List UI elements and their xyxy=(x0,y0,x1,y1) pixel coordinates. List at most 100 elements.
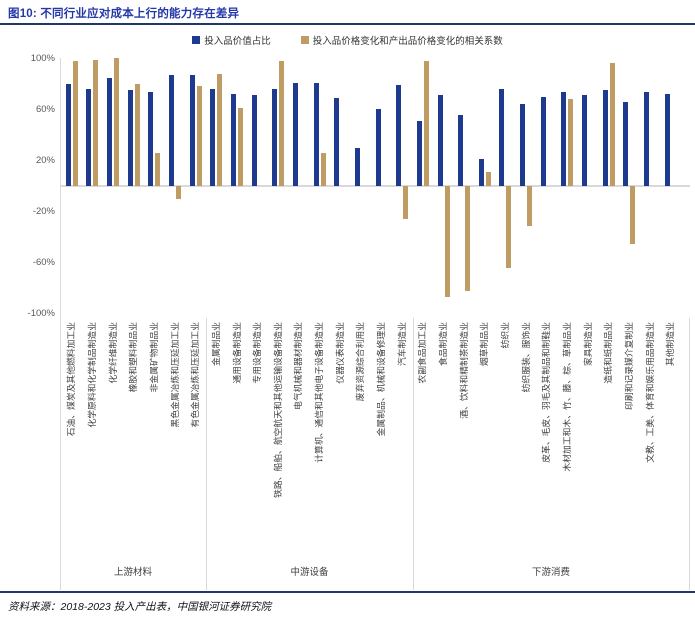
category-label: 印刷和记录媒介复制业 xyxy=(623,322,634,410)
bar-value-share xyxy=(623,101,629,186)
category-label: 金属制品业 xyxy=(210,322,221,366)
category-label: 汽车制造业 xyxy=(396,322,407,366)
category-label: 家具制造业 xyxy=(582,322,593,366)
bar-value-share xyxy=(416,120,422,186)
y-axis-tick-label: 60% xyxy=(35,103,55,115)
bar-correlation xyxy=(134,83,140,186)
category-label: 金属制品、机械和设备修理业 xyxy=(376,322,387,437)
group-label: 中游设备 xyxy=(290,567,329,578)
bar-value-share xyxy=(189,74,195,186)
legend-item: 投入品价格变化和产出品价格变化的相关系数 xyxy=(300,33,503,47)
category-label: 木材加工和木、竹、藤、棕、草制品业 xyxy=(561,322,572,472)
bar-value-share xyxy=(292,82,298,186)
bar-value-share xyxy=(561,91,567,186)
bar-correlation xyxy=(155,152,161,186)
bar-correlation xyxy=(279,60,285,186)
bar-value-share xyxy=(169,74,175,186)
bar-value-share xyxy=(499,88,505,186)
bar-correlation xyxy=(320,152,326,186)
category-label: 黑色金属冶炼和压延加工业 xyxy=(169,322,180,428)
bar-value-share xyxy=(520,104,526,186)
bar-correlation xyxy=(217,73,223,186)
bar-correlation xyxy=(93,59,99,186)
category-label: 皮革、毛皮、羽毛及其制品和制鞋业 xyxy=(541,322,552,463)
group-separator xyxy=(689,318,690,590)
category-label: 文教、工美、体育和娱乐用品制造业 xyxy=(644,322,655,463)
category-label: 食品制造业 xyxy=(438,322,448,366)
bar-correlation xyxy=(630,186,636,244)
category-label: 电气机械和器材制造业 xyxy=(293,322,304,410)
category-label: 非金属矿物制品业 xyxy=(148,322,159,393)
category-label: 纺织业 xyxy=(499,322,510,349)
category-label: 废弃资源综合利用业 xyxy=(355,322,366,402)
bar-correlation xyxy=(176,186,182,199)
bar-value-share xyxy=(602,90,608,186)
bar-value-share xyxy=(86,88,92,186)
y-axis-line xyxy=(60,58,61,590)
group-label: 下游消费 xyxy=(531,567,570,578)
category-label: 纺织服装、服饰业 xyxy=(520,322,531,393)
bar-value-share xyxy=(375,109,381,186)
bar-value-share xyxy=(65,83,71,186)
bar-correlation xyxy=(72,60,78,186)
y-axis-tick-label: 20% xyxy=(35,154,55,166)
group-label: 上游材料 xyxy=(113,567,152,578)
bar-correlation xyxy=(506,186,512,268)
bottom-rule xyxy=(0,591,695,593)
bar-value-share xyxy=(231,94,236,186)
category-label: 计算机、通信和其他电子设备制造业 xyxy=(314,322,325,463)
category-label: 农副食品加工业 xyxy=(417,322,428,384)
category-label: 通用设备制造业 xyxy=(231,322,242,384)
bar-value-share xyxy=(540,96,546,186)
bar-correlation xyxy=(444,186,450,298)
category-label: 石油、煤炭及其他燃料加工业 xyxy=(66,322,77,437)
legend-swatch-icon xyxy=(192,36,201,44)
bar-value-share xyxy=(396,85,402,186)
category-label: 酒、饮料和精制茶制造业 xyxy=(458,322,469,419)
bar-correlation xyxy=(568,99,574,186)
y-axis-tick-label: 100% xyxy=(30,52,55,64)
category-label: 专用设备制造业 xyxy=(252,322,263,384)
category-label: 仪器仪表制造业 xyxy=(334,322,345,384)
y-axis-tick-label: -100% xyxy=(27,308,55,320)
category-label: 造纸和纸制品业 xyxy=(603,322,614,384)
category-label: 橡胶和塑料制品业 xyxy=(128,322,139,393)
bar-value-share xyxy=(210,88,216,186)
category-label: 铁路、船舶、航空航天和其他运输设备制造业 xyxy=(272,322,283,498)
group-separator xyxy=(413,318,414,590)
bar-value-share xyxy=(664,94,670,186)
bar-correlation xyxy=(609,63,615,186)
bar-value-share xyxy=(354,147,360,186)
legend-swatch-icon xyxy=(300,36,309,44)
bar-value-share xyxy=(107,77,113,186)
legend: 投入品价值占比 投入品价格变化和产出品价格变化的相关系数 xyxy=(0,33,695,47)
legend-item: 投入品价值占比 xyxy=(192,33,271,47)
zero-axis-line xyxy=(60,185,690,187)
bar-value-share xyxy=(437,95,443,186)
bar-value-share xyxy=(313,82,319,186)
bar-correlation xyxy=(196,86,202,186)
group-separator xyxy=(206,318,207,590)
category-label: 其他制造业 xyxy=(665,322,676,366)
bar-value-share xyxy=(458,114,464,186)
bar-correlation xyxy=(403,186,409,220)
legend-label: 投入品价值占比 xyxy=(204,36,271,47)
bar-value-share xyxy=(127,90,133,186)
bar-value-share xyxy=(644,91,649,186)
bar-correlation xyxy=(465,186,471,291)
source-note: 资料来源：2018-2023 投入产出表，中国银河证券研究院 xyxy=(8,601,272,613)
legend-label: 投入品价格变化和产出品价格变化的相关系数 xyxy=(312,36,503,47)
bar-value-share xyxy=(582,95,587,186)
bar-correlation xyxy=(423,60,429,186)
title-rule xyxy=(0,23,695,25)
bar-value-share xyxy=(251,95,257,186)
bar-correlation xyxy=(238,108,243,186)
y-axis-tick-label: -20% xyxy=(32,206,55,218)
bar-correlation xyxy=(485,172,491,186)
category-label: 烟草制品业 xyxy=(479,322,490,366)
bar-value-share xyxy=(148,91,154,186)
bar-value-share xyxy=(478,159,484,186)
y-axis-tick-label: -60% xyxy=(32,257,55,269)
